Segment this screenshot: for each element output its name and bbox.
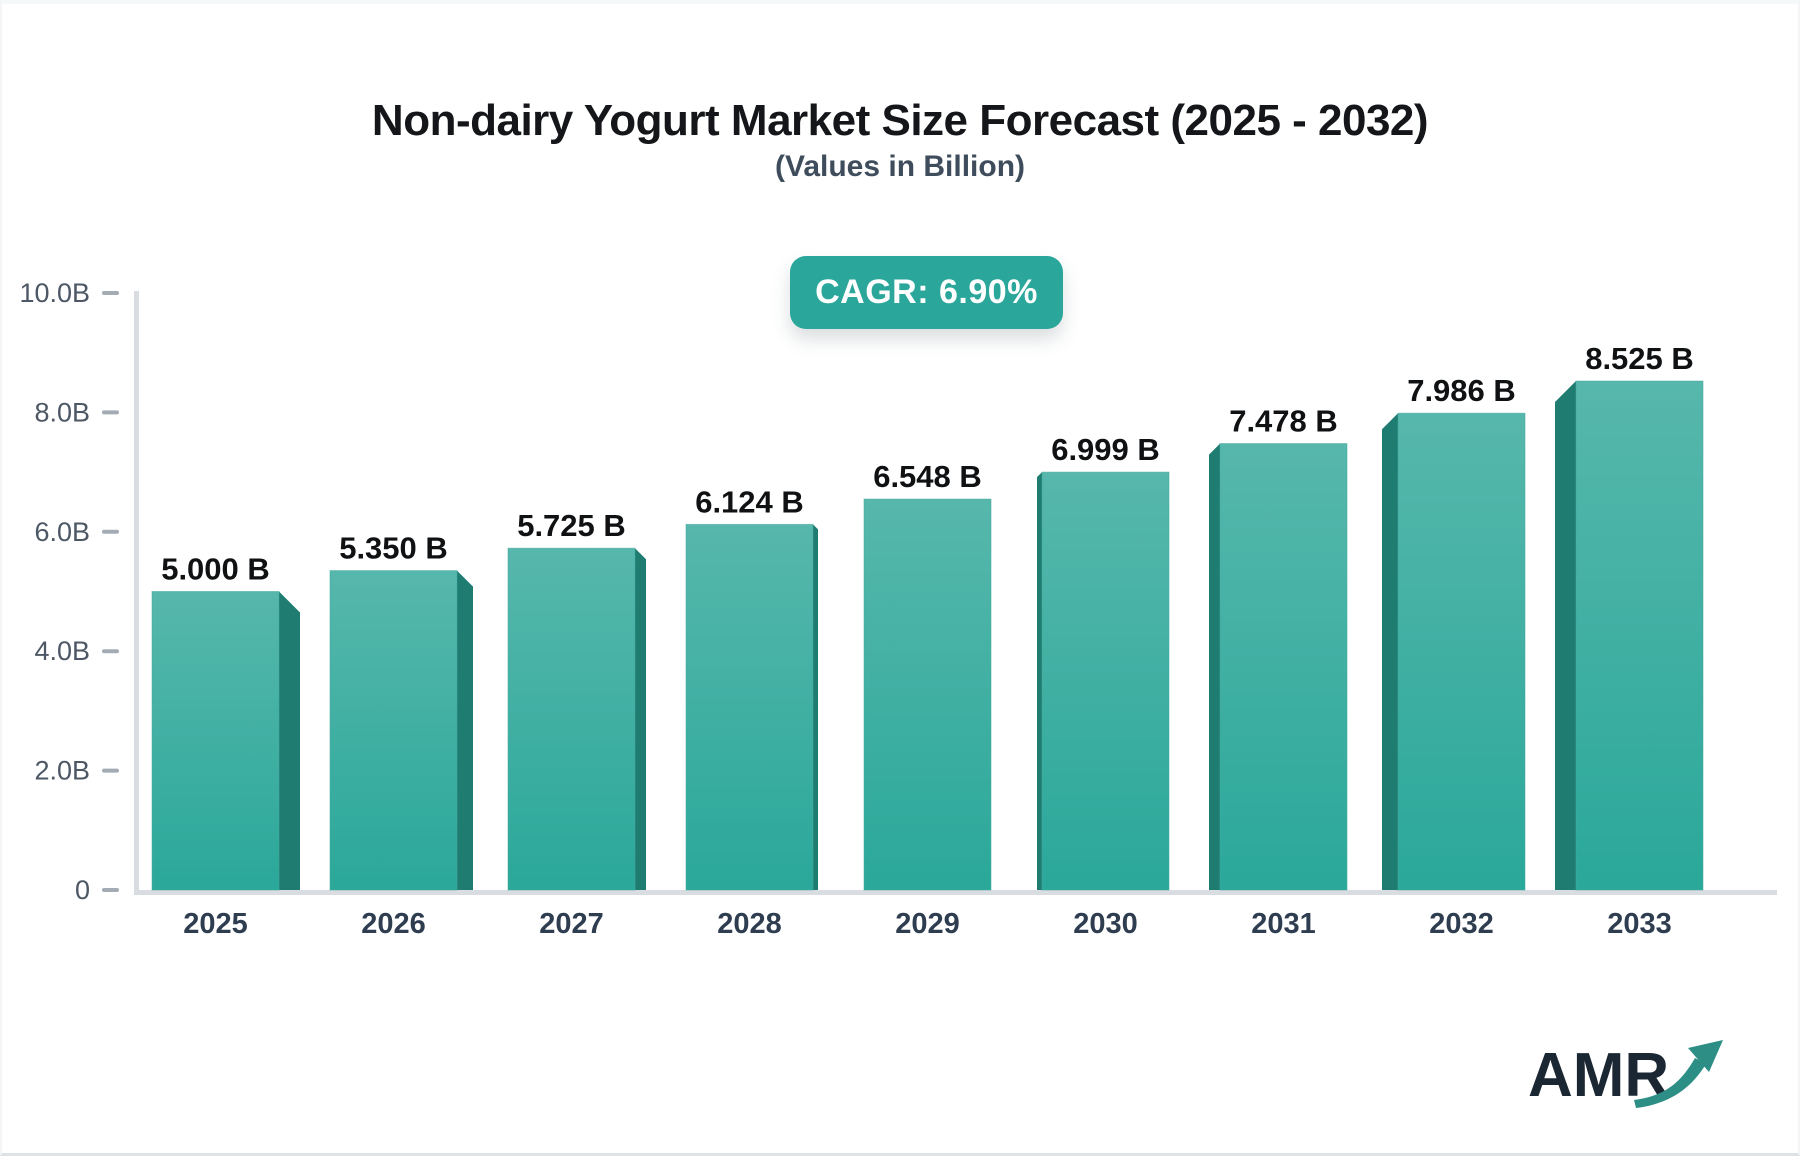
y-tick-label: 0 bbox=[75, 875, 90, 905]
bar-front-face bbox=[1397, 412, 1526, 891]
y-tick-dash bbox=[102, 768, 119, 773]
y-tick-label: 10.0B bbox=[19, 278, 90, 308]
bar-front-face bbox=[863, 498, 992, 891]
bar-value-label: 5.000 B bbox=[161, 552, 270, 587]
bar-front-face bbox=[329, 570, 458, 891]
bar-value-label: 7.478 B bbox=[1229, 404, 1338, 439]
bar-value-label: 6.124 B bbox=[695, 484, 804, 519]
growth-arrow-icon bbox=[1634, 1058, 1706, 1108]
bar-2031 bbox=[1209, 443, 1348, 891]
y-tick-dash bbox=[102, 888, 119, 892]
axis-layer: 0 2.0B 4.0B 6.0B 8.0B 10.0B bbox=[19, 278, 1777, 905]
bar-front-face bbox=[1041, 471, 1170, 891]
bar-front-face bbox=[685, 523, 814, 891]
bar-side-face bbox=[635, 548, 646, 890]
x-category-label: 2030 bbox=[1073, 908, 1138, 940]
bar-2033 bbox=[1555, 380, 1704, 891]
y-tick-dash bbox=[102, 291, 119, 295]
y-tick-label: 4.0B bbox=[34, 636, 90, 666]
x-category-label: 2027 bbox=[539, 908, 604, 940]
x-category-label: 2033 bbox=[1607, 908, 1672, 940]
y-tick-label: 2.0B bbox=[34, 756, 90, 786]
chart-title: Non-dairy Yogurt Market Size Forecast (2… bbox=[371, 96, 1429, 145]
bar-2028 bbox=[685, 523, 818, 891]
y-tick-label: 8.0B bbox=[34, 397, 90, 427]
x-category-label: 2031 bbox=[1251, 908, 1316, 940]
bar-value-label: 6.999 B bbox=[1051, 432, 1160, 467]
bar-2027 bbox=[507, 547, 646, 891]
bar-2026 bbox=[329, 570, 473, 891]
y-tick-dash bbox=[102, 529, 119, 534]
bar-chart-canvas: 0 2.0B 4.0B 6.0B 8.0B 10.0B 5.000 B 2025 5.350 … bbox=[19, 278, 1777, 940]
bar-side-face bbox=[813, 524, 818, 890]
y-tick-dash bbox=[102, 410, 119, 415]
y-axis-line bbox=[134, 291, 139, 890]
bar-front-face bbox=[507, 547, 636, 891]
x-category-label: 2026 bbox=[361, 908, 426, 940]
bar-2030 bbox=[1037, 471, 1170, 891]
bar-side-face bbox=[1037, 472, 1042, 890]
bar-2029 bbox=[863, 498, 992, 891]
bars-layer bbox=[151, 380, 1704, 891]
x-category-label: 2029 bbox=[895, 908, 960, 940]
chart-subtitle: (Values in Billion) bbox=[774, 150, 1026, 183]
bar-front-face bbox=[1219, 443, 1348, 891]
x-category-label: 2032 bbox=[1429, 908, 1494, 940]
bar-front-face bbox=[151, 591, 280, 891]
bar-front-face bbox=[1575, 380, 1704, 891]
bar-value-label: 7.986 B bbox=[1407, 373, 1516, 408]
bar-side-face bbox=[457, 570, 473, 890]
bar-2025 bbox=[151, 591, 300, 891]
amr-logo-graphic: AMR bbox=[1528, 1040, 1723, 1110]
cagr-badge: CAGR: 6.90% bbox=[790, 256, 1063, 329]
bar-value-label: 5.350 B bbox=[339, 531, 448, 566]
y-tick-dash bbox=[102, 649, 119, 654]
bar-side-face bbox=[279, 591, 300, 890]
bar-value-label: 6.548 B bbox=[873, 459, 982, 494]
bar-value-label: 5.725 B bbox=[517, 508, 626, 543]
bar-side-face bbox=[1209, 443, 1220, 890]
x-axis-line bbox=[134, 890, 1777, 895]
x-category-label: 2028 bbox=[717, 908, 782, 940]
bar-side-face bbox=[1555, 381, 1576, 890]
y-tick-label: 6.0B bbox=[34, 517, 90, 547]
cagr-badge-label: CAGR: 6.90% bbox=[815, 273, 1038, 311]
bar-2032 bbox=[1382, 412, 1526, 891]
labels-layer: 5.000 B 2025 5.350 B 2026 5.725 B 2027 6.124 B… bbox=[161, 341, 1694, 940]
amr-logo: AMR bbox=[1526, 1032, 1736, 1118]
x-category-label: 2025 bbox=[183, 908, 248, 940]
growth-arrow-head-icon bbox=[1688, 1040, 1723, 1072]
bar-value-label: 8.525 B bbox=[1585, 341, 1694, 376]
bar-side-face bbox=[1382, 413, 1398, 890]
